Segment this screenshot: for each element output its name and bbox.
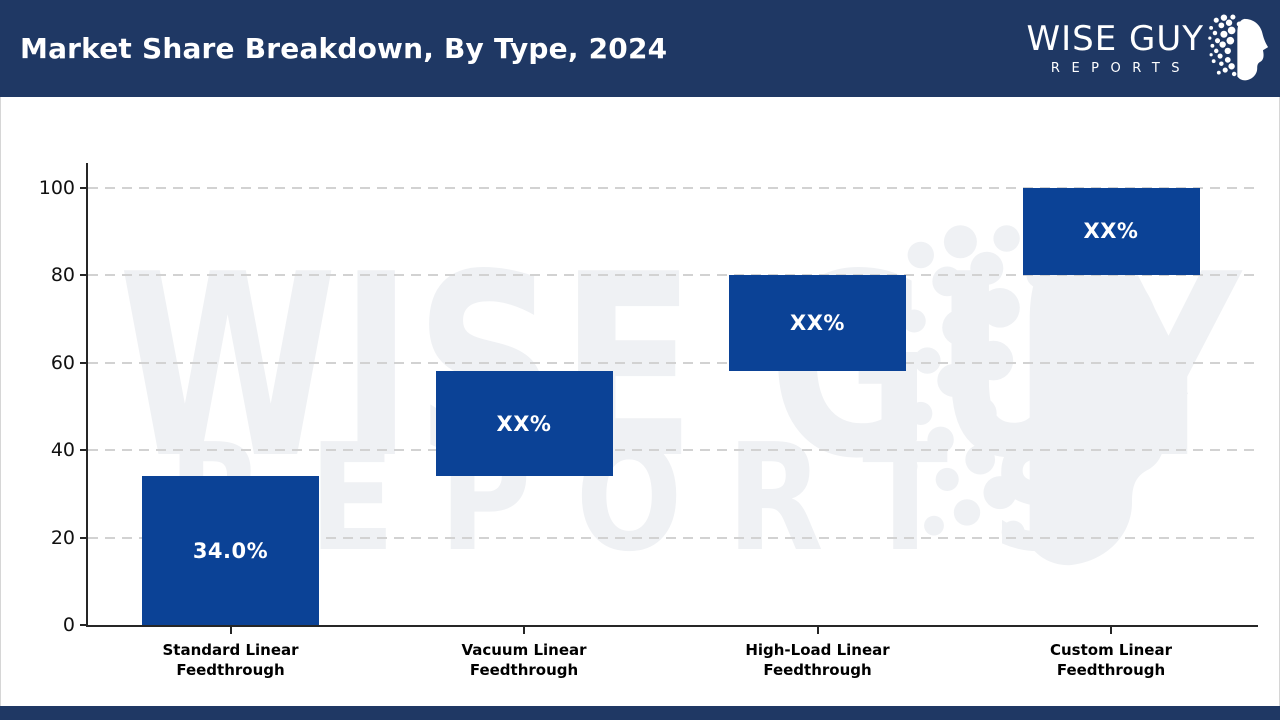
y-tick-label: 60 <box>50 351 75 374</box>
logo-reports-text: REPORTS <box>1050 60 1192 76</box>
gridline <box>88 186 1256 189</box>
gridline <box>88 361 1256 364</box>
page-title: Market Share Breakdown, By Type, 2024 <box>20 32 668 65</box>
y-tick-mark <box>80 361 87 364</box>
gridline <box>88 449 1256 451</box>
wise-guy-logo: WISE GUY REPORTS <box>1026 8 1270 90</box>
y-tick-label: 80 <box>50 264 75 286</box>
y-tick-mark <box>80 536 87 539</box>
x-tick-mark <box>816 627 819 634</box>
gridline <box>88 536 1256 539</box>
waterfall-bar: XX% <box>1022 187 1200 275</box>
bar-value-label: XX% <box>496 411 552 436</box>
y-tick-label: 20 <box>50 526 75 549</box>
bar-value-label: 34.0% <box>192 538 269 563</box>
x-tick-mark <box>1110 627 1112 634</box>
y-tick-mark <box>80 449 87 451</box>
y-tick-label: 0 <box>62 614 75 636</box>
y-tick-mark <box>80 274 87 276</box>
bar-value-label: XX% <box>1083 219 1139 244</box>
x-category-label: Standard Linear Feedthrough <box>162 641 299 679</box>
waterfall-bar: 34.0% <box>142 476 319 625</box>
x-axis-line <box>86 625 1258 627</box>
x-tick-mark <box>229 627 232 634</box>
x-category-label: Vacuum Linear Feedthrough <box>461 641 587 679</box>
y-tick-label: 100 <box>38 176 75 199</box>
logo-text: WISE GUY REPORTS <box>1026 22 1204 76</box>
footer-bar <box>0 706 1280 720</box>
bar-value-label: XX% <box>790 311 845 336</box>
x-category-label: High-Load Linear Feedthrough <box>745 641 890 679</box>
gridline <box>88 274 1256 276</box>
x-tick-mark <box>523 627 525 634</box>
y-tick-label: 40 <box>50 439 75 461</box>
logo-head-icon <box>1206 8 1270 90</box>
x-category-label: Custom Linear Feedthrough <box>1049 641 1172 679</box>
y-tick-mark <box>80 186 87 189</box>
waterfall-bar: XX% <box>435 371 613 477</box>
y-axis-line <box>86 163 88 627</box>
waterfall-bar: XX% <box>729 275 906 372</box>
logo-wiseguy-text: WISE GUY <box>1026 18 1204 59</box>
y-tick-mark <box>80 624 87 626</box>
header-bar: Market Share Breakdown, By Type, 2024 WI… <box>0 0 1280 97</box>
